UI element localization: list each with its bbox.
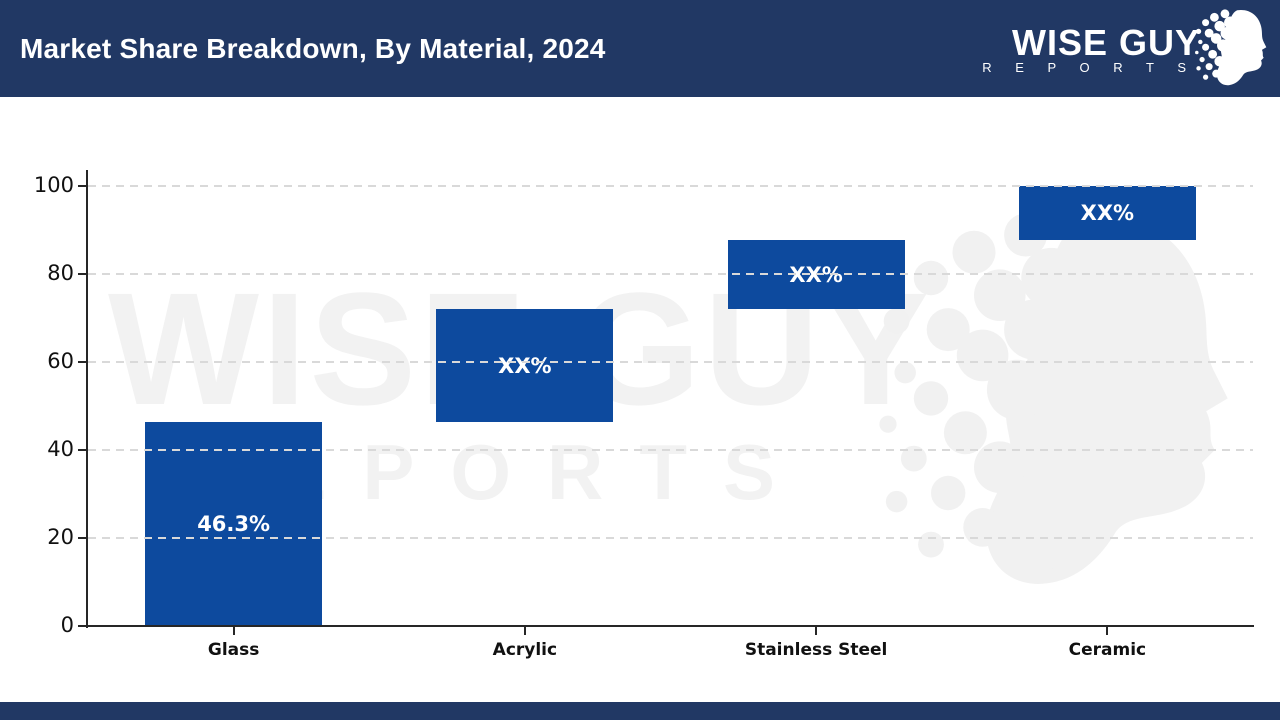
wiseguy-face-icon xyxy=(1195,9,1267,86)
y-tick xyxy=(78,625,86,627)
bar-ceramic: XX% xyxy=(1018,186,1196,241)
bar-value-label: 46.3% xyxy=(197,512,271,537)
gridline-40 xyxy=(88,449,1253,452)
bar-value-label: XX% xyxy=(1080,201,1135,226)
header-bar: Market Share Breakdown, By Material, 202… xyxy=(0,0,1280,97)
brand-wordmark: WISE GUY xyxy=(1011,22,1200,63)
y-tick-label-100: 100 xyxy=(33,173,74,198)
footer-bar xyxy=(0,702,1280,720)
x-tick-label-2: Acrylic xyxy=(492,640,558,660)
y-tick-label-0: 0 xyxy=(60,613,74,637)
y-tick xyxy=(78,273,86,276)
gridline-20 xyxy=(88,537,1253,540)
x-tick xyxy=(523,627,526,635)
gridline-80 xyxy=(88,273,1253,276)
x-tick-label-3: Stainless Steel xyxy=(744,640,888,660)
bar-glass: 46.3% xyxy=(145,422,323,626)
y-tick xyxy=(78,449,86,452)
x-tick xyxy=(815,627,818,635)
brand-logo: WISE GUY R E P O R T S xyxy=(982,0,1270,97)
page-title: Market Share Breakdown, By Material, 202… xyxy=(20,32,606,64)
y-tick-label-40: 40 xyxy=(47,437,74,462)
bar-acrylic: XX% xyxy=(436,308,614,423)
y-tick xyxy=(78,185,86,188)
x-tick-label-1: Glass xyxy=(207,640,260,660)
x-tick xyxy=(232,627,235,635)
y-tick xyxy=(78,361,86,364)
brand-reports-label: R E P O R T S xyxy=(982,60,1196,75)
chart-area: WISE GUY REPORTS 46.3% Glass XX% Acrylic XX%… xyxy=(0,97,1280,702)
x-axis xyxy=(86,625,1254,627)
y-tick-label-80: 80 xyxy=(47,261,74,286)
y-axis xyxy=(86,170,88,628)
y-tick-label-20: 20 xyxy=(47,525,74,550)
gridline-100 xyxy=(88,185,1253,188)
gridline-60 xyxy=(88,361,1253,364)
y-tick xyxy=(78,537,86,540)
x-tick-label-4: Ceramic xyxy=(1068,640,1147,660)
bar-value-label: XX% xyxy=(498,353,552,378)
watermark-face-icon xyxy=(879,213,1228,584)
x-tick xyxy=(1106,627,1109,635)
y-tick-label-60: 60 xyxy=(47,349,74,374)
